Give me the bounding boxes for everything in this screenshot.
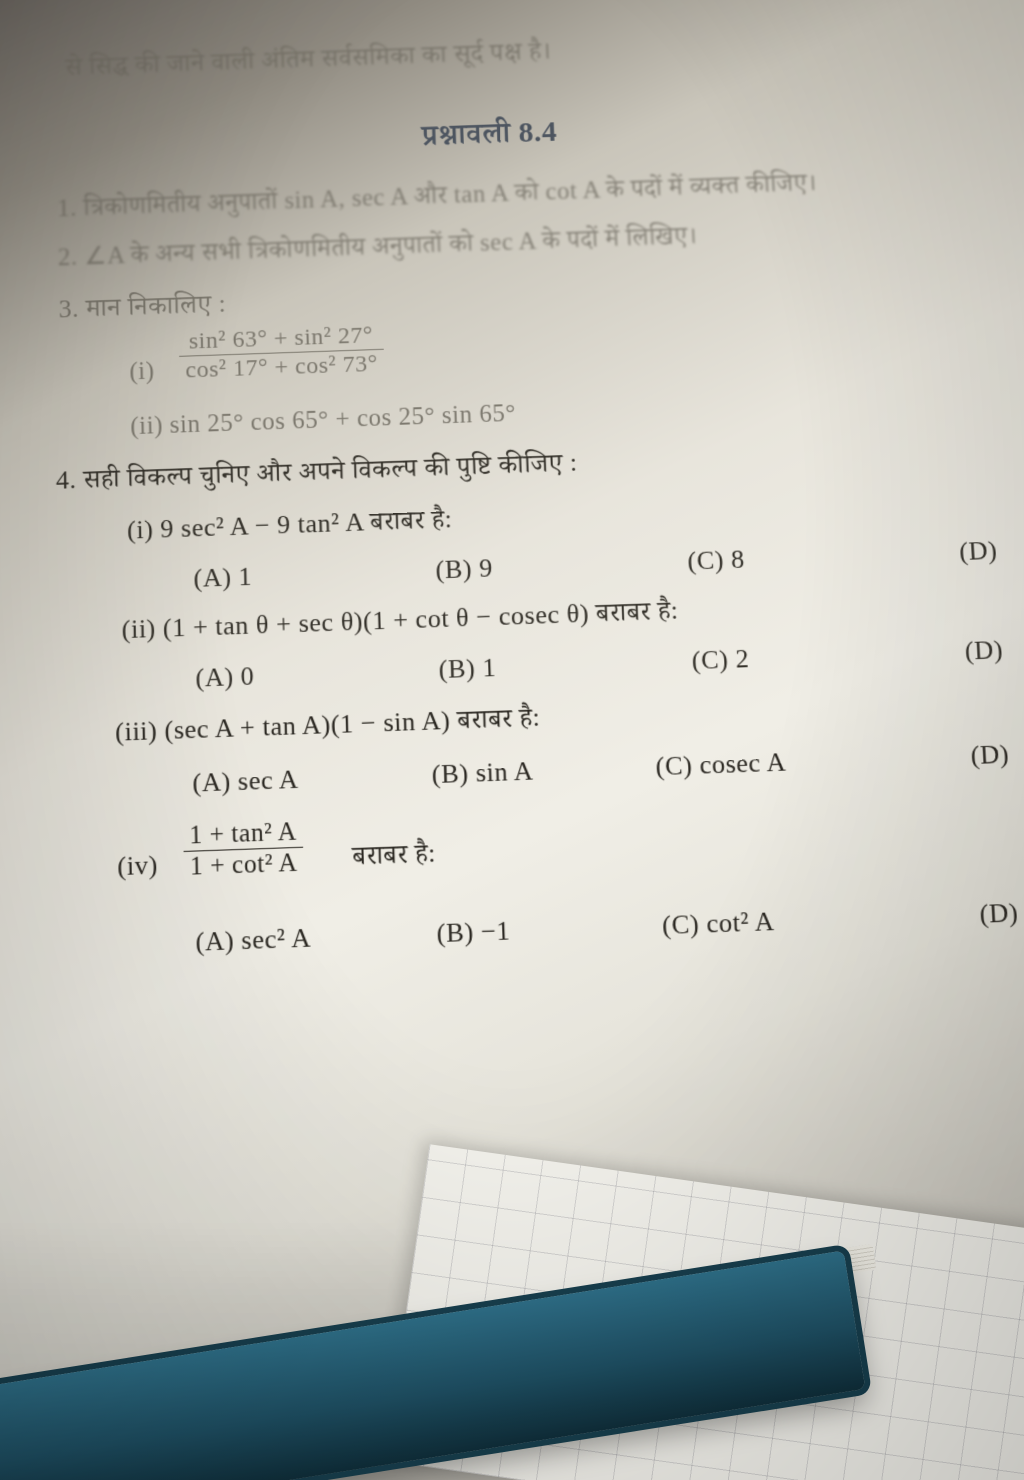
q4-i-opt-D: (D): [958, 536, 998, 568]
q4-ii-opt-B: (B) 1: [438, 653, 496, 686]
q4-iv-fraction: 1 + tan² A 1 + cot² A: [183, 819, 304, 880]
q3-ii: (ii) sin 25° cos 65° + cos 25° sin 65°: [130, 400, 516, 441]
q4-ii-opt-C: (C) 2: [691, 644, 750, 677]
q4-iii: (iii) (sec A + tan A)(1 − sin A) बराबर ह…: [115, 702, 541, 758]
q4-lead: 4. सही विकल्प चुनिए और अपने विकल्प की पु…: [56, 448, 579, 506]
q4-iii-opt-B: (B) sin A: [431, 756, 534, 791]
q4-iv-label: (iv): [117, 850, 158, 883]
q3-i-label: (i): [129, 358, 155, 387]
q4-iv-tail: बराबर है:: [352, 838, 437, 883]
q4-ii: (ii) (1 + tan θ + sec θ)(1 + cot θ − cos…: [121, 595, 679, 655]
worksheet-surface: से सिद्ध की जाने वाली अंतिम सर्वसमिका का…: [0, 0, 1024, 1355]
q4-ii-opt-D: (D): [964, 635, 1004, 667]
q1: 1. त्रिकोणमितीय अनुपातों sin A, sec A और…: [57, 168, 818, 232]
intro-line: से सिद्ध की जाने वाली अंतिम सर्वसमिका का…: [65, 36, 552, 91]
q4-iv-opt-B: (B) −1: [436, 915, 511, 949]
q4-i-opt-B: (B) 9: [435, 553, 493, 585]
q4-i-opt-A: (A) 1: [193, 562, 252, 594]
q4-iv-opt-D: (D): [979, 897, 1019, 930]
q3-i-fraction: sin² 63° + sin² 27° cos² 17° + cos² 73°: [179, 323, 384, 383]
q4-i-opt-C: (C) 8: [687, 544, 745, 576]
q4-iii-opt-C: (C) cosec A: [655, 747, 787, 783]
q4-ii-opt-A: (A) 0: [195, 661, 255, 694]
q4-i: (i) 9 sec² A − 9 tan² A बराबर है:: [127, 504, 453, 556]
q4-iv-opt-A: (A) sec² A: [195, 923, 311, 959]
q4-iv-den: 1 + cot² A: [184, 848, 304, 880]
q4-iv-opt-C: (C) cot² A: [662, 906, 776, 941]
q4-iv-num: 1 + tan² A: [183, 819, 303, 852]
page-root: से सिद्ध की जाने वाली अंतिम सर्वसमिका का…: [0, 0, 1024, 1480]
q4-iii-opt-A: (A) sec A: [192, 764, 299, 799]
exercise-heading: प्रश्नावली 8.4: [421, 114, 558, 164]
q4-iii-opt-D: (D): [970, 739, 1010, 771]
q2: 2. ∠A के अन्य सभी त्रिकोणमितीय अनुपातों …: [58, 221, 699, 281]
